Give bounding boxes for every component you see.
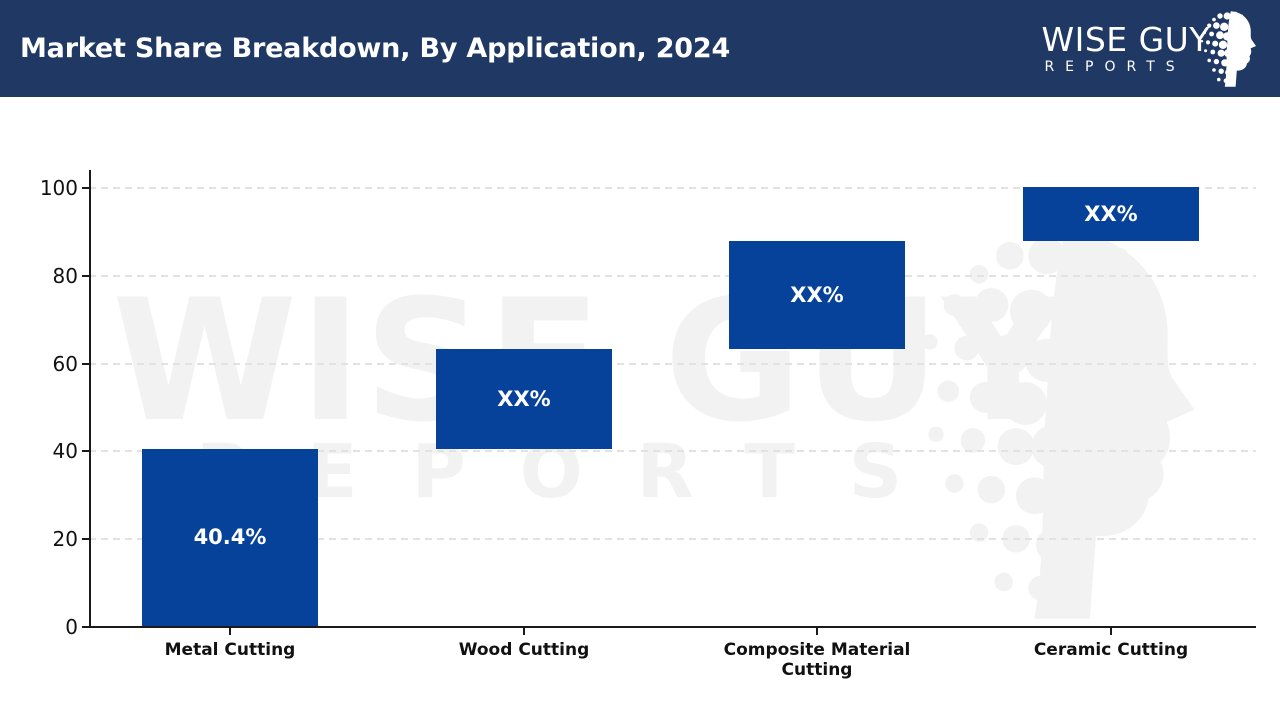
logo-text: WISE GUY REPORTS <box>1041 23 1210 75</box>
y-tick-label: 0 <box>65 615 78 639</box>
y-tick-label: 100 <box>39 176 78 200</box>
y-tick-mark <box>82 450 89 453</box>
logo-head-icon <box>1200 10 1256 87</box>
gridline <box>89 538 1256 541</box>
chart-area: WISE GUY REPORTS 0 20 40 60 80 100 40.4% XX% XX%… <box>0 97 1280 720</box>
y-axis-line <box>89 170 91 628</box>
bar-segment: XX% <box>729 240 905 350</box>
x-tick-mark <box>523 628 525 635</box>
page-title: Market Share Breakdown, By Application, … <box>20 33 731 64</box>
header-bar: Market Share Breakdown, By Application, … <box>0 0 1280 97</box>
y-tick-mark <box>82 362 89 365</box>
y-tick-label: 60 <box>52 351 78 376</box>
bar-value-label: XX% <box>1084 201 1138 226</box>
y-tick-mark <box>82 187 89 189</box>
y-tick-label: 20 <box>52 527 78 552</box>
gridline <box>89 450 1256 453</box>
gridline <box>89 274 1256 277</box>
x-category-label: Composite Material Cutting <box>723 640 911 681</box>
bar-segment: XX% <box>1023 187 1199 241</box>
watermark-head-icon <box>911 231 1195 619</box>
logo-wordmark: WISE GUY <box>1041 19 1210 59</box>
y-tick-mark <box>82 538 89 541</box>
bar-value-label: XX% <box>790 283 844 308</box>
x-tick-mark <box>1110 628 1112 635</box>
x-category-label: Wood Cutting <box>458 640 590 660</box>
x-tick-mark <box>816 628 818 635</box>
y-tick-label: 40 <box>52 439 78 464</box>
y-tick-label: 80 <box>52 263 78 288</box>
bar-value-label: XX% <box>497 387 551 412</box>
x-category-label: Ceramic Cutting <box>1033 640 1189 660</box>
x-tick-mark <box>229 628 231 635</box>
bar-segment: 40.4% <box>142 448 318 626</box>
y-tick-mark <box>82 626 89 628</box>
gridline <box>89 187 1256 189</box>
y-tick-mark <box>82 274 89 277</box>
gridline <box>89 362 1256 365</box>
x-axis-line <box>87 626 1256 628</box>
x-category-label: Metal Cutting <box>164 640 296 660</box>
bar-segment: XX% <box>436 349 612 449</box>
logo-subtitle: REPORTS <box>1044 58 1186 75</box>
bar-value-label: 40.4% <box>193 525 267 550</box>
logo: WISE GUY REPORTS <box>1041 9 1262 89</box>
